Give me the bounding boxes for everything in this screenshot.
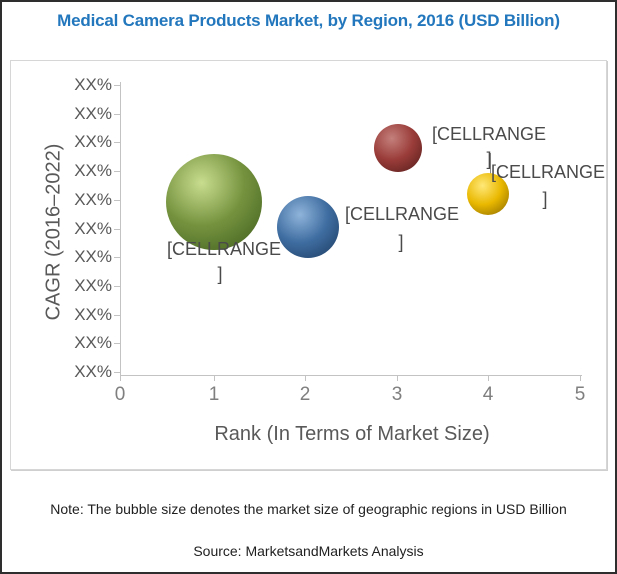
y-tick-mark	[114, 343, 120, 344]
x-tick-label: 1	[208, 384, 220, 405]
x-tick-mark	[214, 375, 215, 381]
data-label-line1: [CELLRANGE	[431, 124, 547, 144]
y-tick-mark	[114, 229, 120, 230]
y-tick-label: XX%	[74, 276, 112, 295]
x-tick-mark	[488, 375, 489, 381]
data-label-line2: ]	[398, 232, 404, 252]
x-tick-mark	[120, 375, 121, 381]
x-axis-title: Rank (In Terms of Market Size)	[214, 423, 490, 445]
x-tick-mark	[397, 375, 398, 381]
data-label-line1: [CELLRANGE	[166, 239, 282, 259]
y-tick-mark	[114, 257, 120, 258]
y-tick-label: XX%	[74, 247, 112, 266]
bubble-rank-1	[166, 154, 262, 250]
x-tick-label: 4	[482, 384, 494, 405]
y-tick-label: XX%	[74, 132, 112, 151]
y-tick-mark	[114, 315, 120, 316]
y-tick-label: XX%	[74, 75, 112, 94]
y-axis-line	[120, 82, 121, 375]
data-label-line2: ]	[217, 264, 223, 284]
y-tick-mark	[114, 286, 120, 287]
chart-title: Medical Camera Products Market, by Regio…	[57, 11, 560, 30]
y-tick-label: XX%	[74, 190, 112, 209]
y-tick-mark	[114, 85, 120, 86]
x-tick-mark	[305, 375, 306, 381]
x-tick-label: 3	[391, 384, 403, 405]
y-tick-mark	[114, 171, 120, 172]
y-tick-mark	[114, 142, 120, 143]
x-tick-label: 0	[114, 384, 126, 405]
data-label-line1: [CELLRANGE	[490, 162, 606, 182]
chart-plot-area	[10, 60, 607, 470]
y-tick-label: XX%	[74, 161, 112, 180]
x-tick-label: 5	[574, 384, 586, 405]
note-text: Note: The bubble size denotes the market…	[50, 501, 567, 517]
x-axis-line	[120, 375, 582, 376]
data-label-line1: [CELLRANGE	[344, 204, 460, 224]
source-text: Source: MarketsandMarkets Analysis	[193, 543, 424, 559]
y-tick-label: XX%	[74, 362, 112, 381]
bubble-rank-3	[374, 124, 422, 172]
bubble-rank-4	[467, 173, 509, 215]
y-tick-mark	[114, 372, 120, 373]
y-tick-mark	[114, 114, 120, 115]
data-label-line2: ]	[486, 149, 492, 169]
y-tick-label: XX%	[74, 219, 112, 238]
bubble-rank-2	[277, 196, 339, 258]
data-label-line2: ]	[542, 189, 548, 209]
x-tick-label: 2	[299, 384, 311, 405]
y-tick-label: XX%	[74, 305, 112, 324]
y-tick-mark	[114, 200, 120, 201]
x-tick-mark	[580, 375, 581, 381]
label-leader-line	[490, 153, 491, 174]
y-tick-label: XX%	[74, 333, 112, 352]
y-tick-label: XX%	[74, 104, 112, 123]
